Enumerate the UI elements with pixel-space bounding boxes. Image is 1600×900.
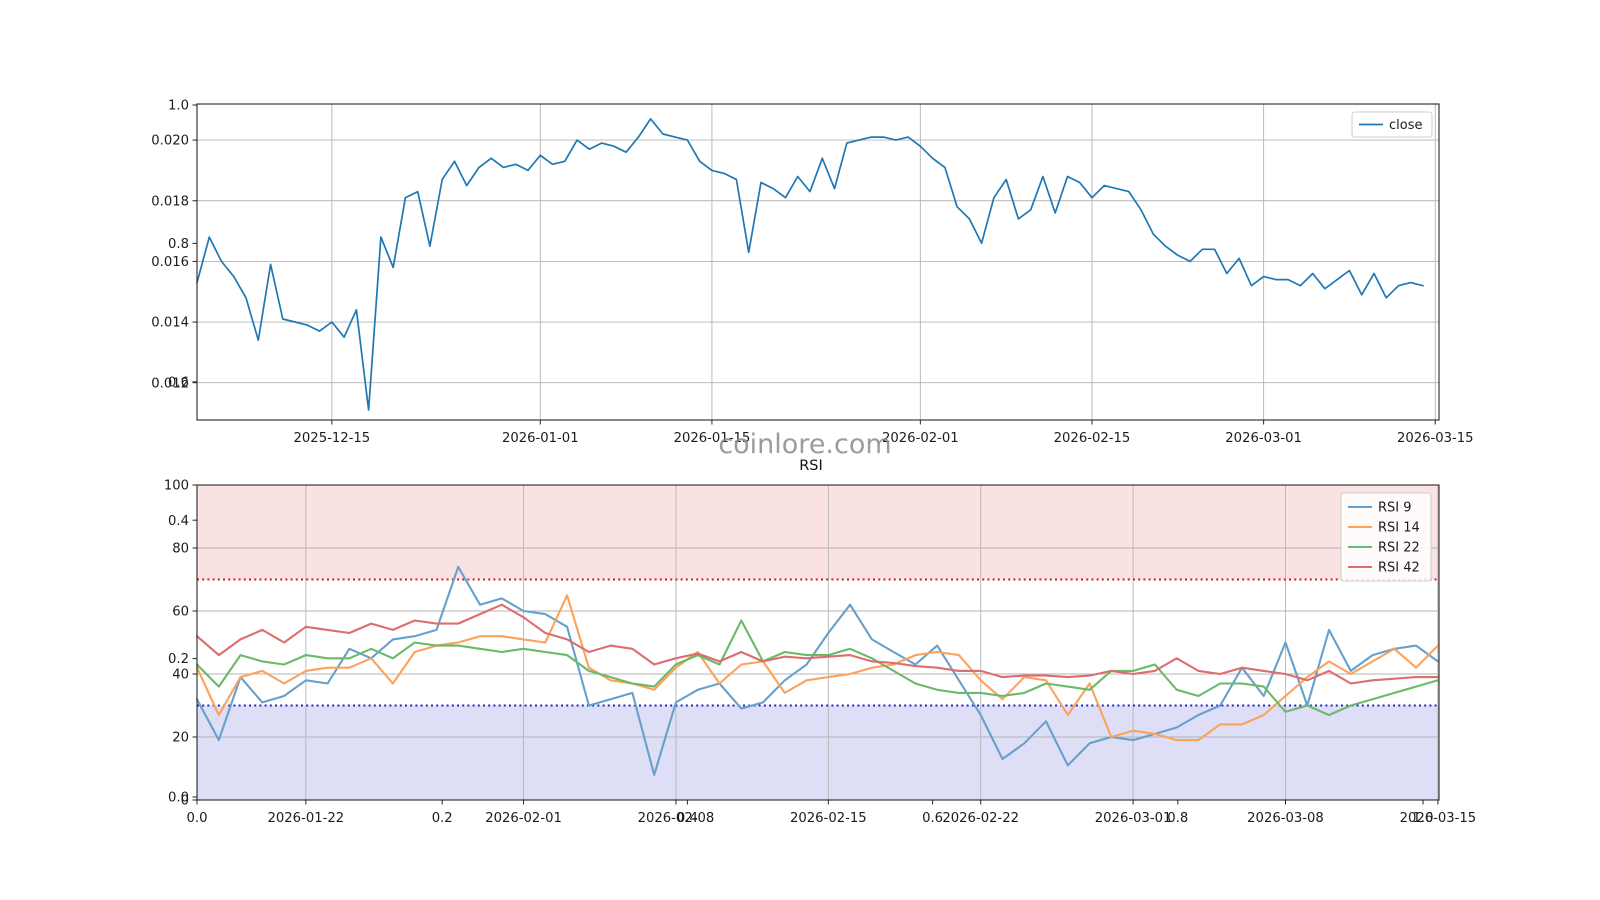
rsi-panel: 2026-01-22 2026-02-01 2026-02-08 2026-02-15… [164, 479, 1476, 826]
series-line-rsi-42 [195, 603, 1439, 685]
rsi-tick-labels: 2026-01-22 2026-02-01 2026-02-08 2026-02-15… [164, 479, 1476, 826]
price-plot-background [197, 104, 1439, 420]
figure-x-tick-label: 1.0 [1413, 811, 1434, 826]
x-tick-label: 2026-02-22 [942, 811, 1019, 826]
price-tick-labels: 2025-12-15 2026-01-01 2026-01-15 2026-02-01… [151, 134, 1473, 446]
x-tick-label: 2026-03-01 [1095, 811, 1172, 826]
y-tick-label: 0.014 [151, 316, 189, 331]
price-gridlines [197, 104, 1439, 420]
series-line-rsi-9 [195, 565, 1439, 776]
figure-y-tick-label: 0.2 [168, 652, 189, 667]
x-tick-label: 2026-02-15 [790, 811, 867, 826]
legend-label: RSI 42 [1378, 561, 1420, 576]
rsi-axes-frame [196, 484, 1440, 801]
series-line-rsi-22 [195, 619, 1439, 717]
y-tick-label: 60 [172, 605, 189, 620]
figure-x-tick-label: 0.2 [432, 811, 453, 826]
chart-panels: 2025-12-15 2026-01-01 2026-01-15 2026-02-01… [151, 99, 1476, 826]
x-tick-label: 2026-03-15 [1400, 811, 1477, 826]
legend-label: RSI 22 [1378, 541, 1420, 556]
x-tick-label: 2026-01-01 [502, 431, 579, 446]
figure-x-tick-label: 0.4 [677, 811, 698, 826]
x-tick-label: 2026-03-08 [1247, 811, 1324, 826]
y-tick-label: 40 [172, 668, 189, 683]
y-tick-label: 20 [172, 731, 189, 746]
y-tick-label: 0.020 [151, 134, 189, 149]
x-tick-label: 2026-01-15 [674, 431, 751, 446]
series-line-rsi-14 [195, 594, 1439, 742]
x-tick-label: 2026-03-01 [1225, 431, 1302, 446]
figure-x-tick-label: 0.6 [922, 811, 943, 826]
figure-y-tick-label: 0.8 [168, 237, 189, 252]
y-tick-label: 0.012 [151, 376, 189, 391]
rsi-legend: RSI 9 RSI 14 RSI 22 RSI 42 [1340, 492, 1432, 582]
x-tick-label: 2026-02-01 [485, 811, 562, 826]
oversold-band [197, 705, 1439, 800]
x-tick-label: 2026-02-15 [1054, 431, 1131, 446]
figure-x-tick-label: 0.8 [1167, 811, 1188, 826]
x-tick-label: 2026-02-08 [638, 811, 715, 826]
y-tick-label: 0 [181, 794, 189, 809]
legend-label: RSI 14 [1378, 521, 1420, 536]
legend-label: close [1389, 118, 1422, 133]
y-tick-label: 80 [172, 542, 189, 557]
overbought-band [197, 485, 1439, 580]
figure-axis-labels: 1.0 0.8 0.6 0.4 0.2 0.0 0.0 0.2 0.4 0.6 0.8 1.0 [168, 99, 1433, 826]
watermark: coinlore.com [718, 429, 891, 460]
figure-x-tick-label: 0.0 [187, 811, 208, 826]
x-tick-label: 2026-02-01 [882, 431, 959, 446]
x-tick-label: 2026-01-22 [268, 811, 345, 826]
x-tick-label: 2025-12-15 [294, 431, 371, 446]
figure-y-tick-label: 0.4 [168, 514, 189, 529]
y-tick-label: 100 [164, 479, 189, 494]
price-panel: 2025-12-15 2026-01-01 2026-01-15 2026-02-01… [151, 103, 1474, 446]
x-tick-label: 2026-03-15 [1397, 431, 1474, 446]
legend-label: RSI 9 [1378, 501, 1412, 516]
legend-box [1351, 111, 1433, 138]
legend-box [1340, 492, 1432, 582]
figure-y-tick-label: 1.0 [168, 99, 189, 114]
y-tick-label: 0.018 [151, 194, 189, 209]
rsi-chart-title: RSI [799, 458, 823, 474]
y-tick-label: 0.016 [151, 255, 189, 270]
figure-y-tick-label: 0.0 [168, 791, 189, 806]
price-legend: close [1351, 111, 1433, 138]
price-axes-frame [196, 103, 1440, 421]
series-line-close [196, 118, 1424, 411]
figure-y-tick-label: 0.6 [168, 375, 189, 390]
